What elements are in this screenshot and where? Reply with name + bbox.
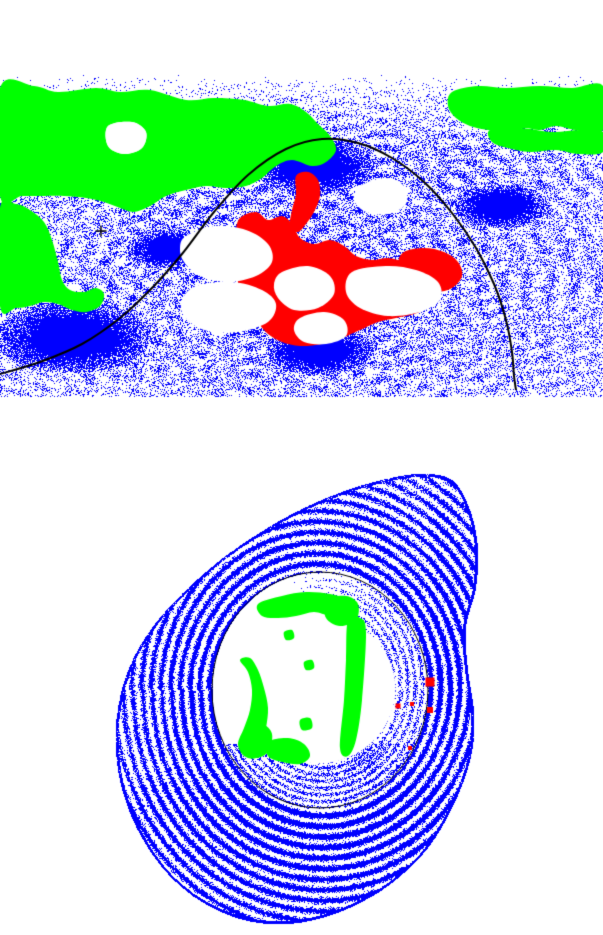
top-panel <box>0 0 603 430</box>
bottom-panel-canvas <box>0 430 603 935</box>
top-panel-canvas <box>0 0 603 430</box>
bottom-panel <box>0 430 603 935</box>
